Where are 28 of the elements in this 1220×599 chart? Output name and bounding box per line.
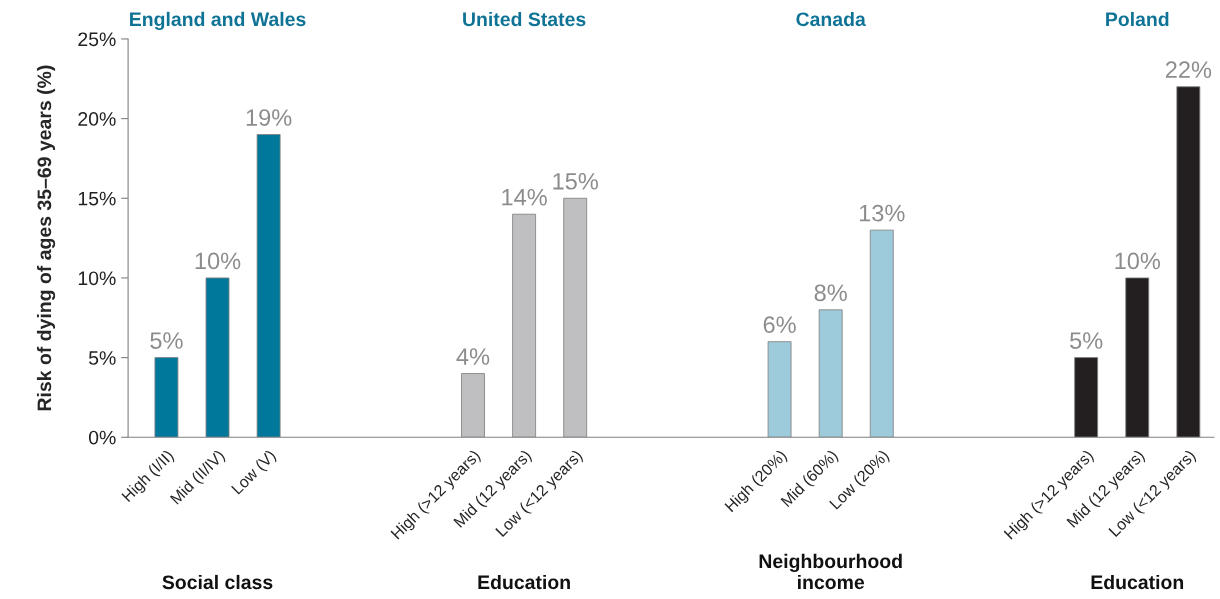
text: Canada [796,11,866,27]
text: United States [463,11,586,27]
data-label: 22% [1165,61,1212,78]
data-label: 10% [1115,252,1161,270]
x-tick-label: Low (V) [230,449,279,497]
y-tick-label: 0% [88,430,116,445]
text: Education [478,574,570,590]
text: England and Wales [130,11,306,31]
y-axis-title: Risk of dying of ages 35–69 years (%) [36,65,56,411]
y-tick-label: 25% [78,32,116,47]
data-label: 14% [502,188,547,206]
text: Neighbourhood income [759,553,902,590]
text: Social class [162,574,273,590]
y-tick-label: 10% [78,271,116,286]
text: Education [1091,574,1184,590]
y-tick-label: 20% [78,112,116,126]
data-label: 5% [150,332,183,349]
data-label: 4% [456,348,490,365]
y-tick-label: 5% [88,351,116,365]
data-label: 10% [195,252,241,270]
data-label: 6% [763,316,796,334]
data-label: 8% [814,284,847,302]
data-label: 5% [1070,332,1103,349]
data-label: 19% [246,109,292,126]
y-tick-label: 15% [78,191,116,206]
data-label: 13% [859,204,905,222]
data-label: 15% [553,173,598,190]
text: Poland [1106,11,1169,27]
